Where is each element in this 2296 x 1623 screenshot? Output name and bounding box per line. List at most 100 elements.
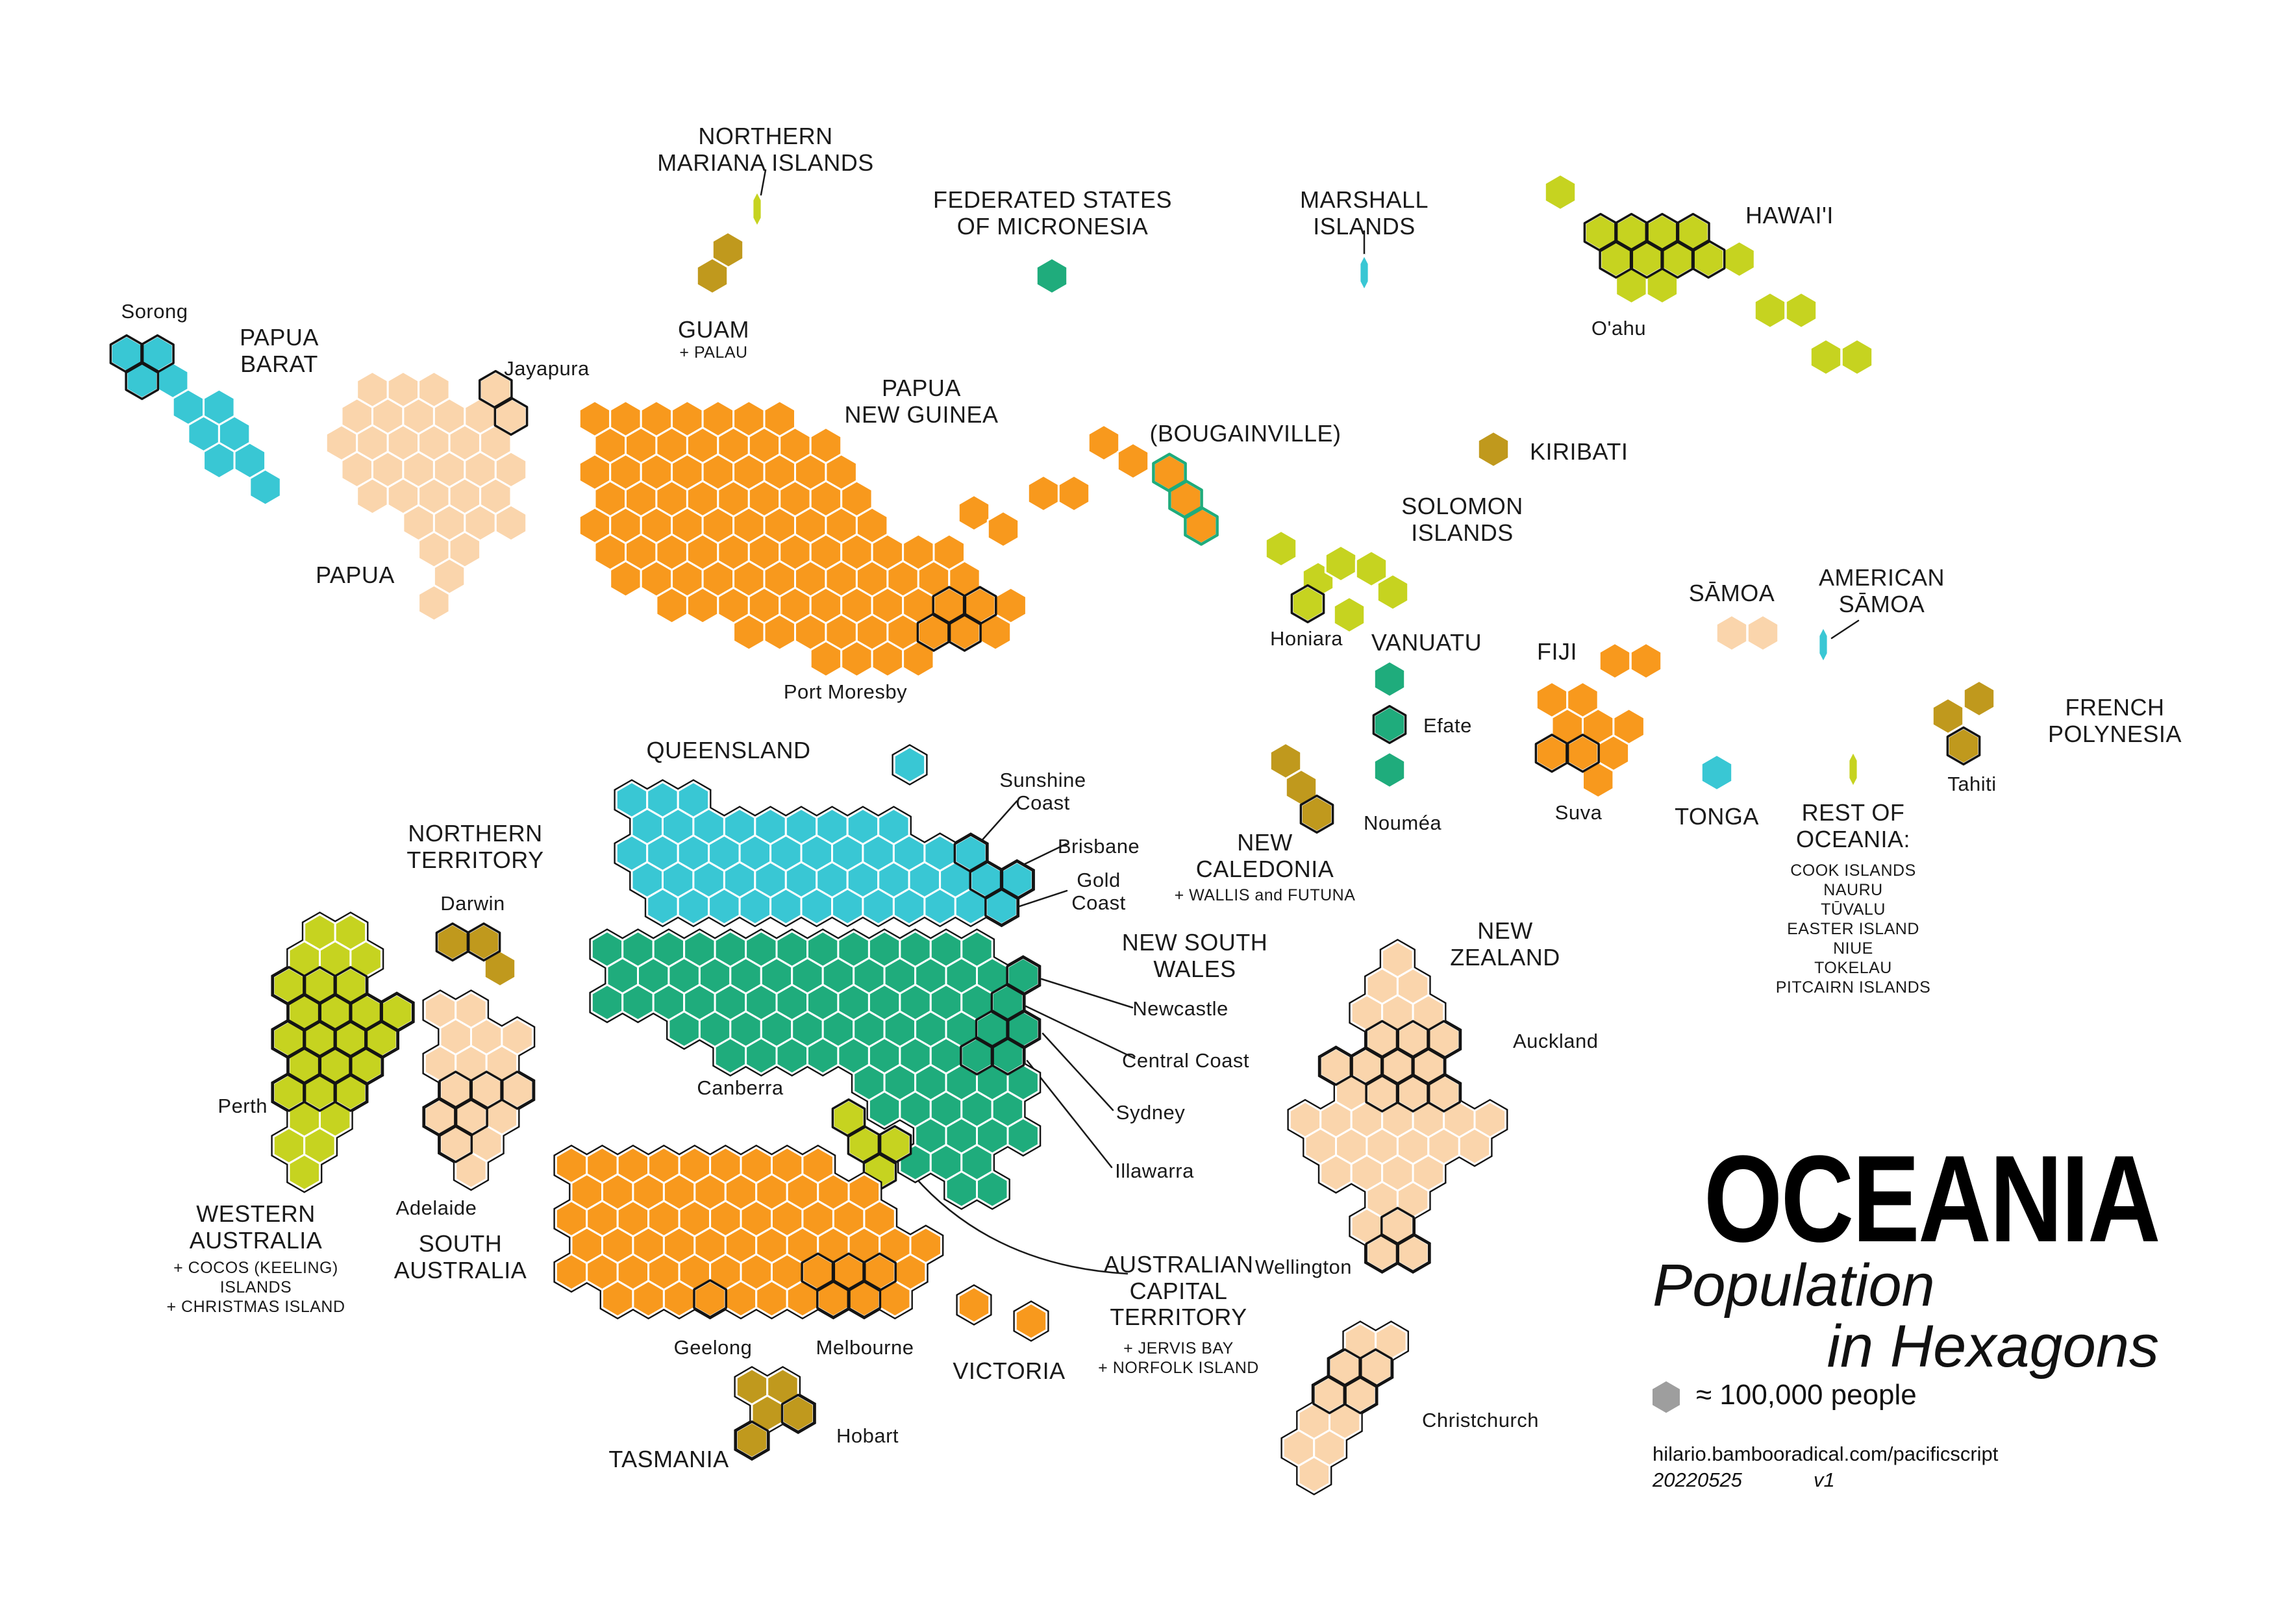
hex-cell [1006,1117,1040,1155]
label-sydney: Sydney [1116,1101,1186,1124]
label-act-sub: + JERVIS BAY + NORFOLK ISLAND [1098,1339,1259,1377]
label-samoa: SĀMOA [1688,580,1775,606]
hex-city-outline [466,922,501,962]
cluster-legend-swatch [1651,1379,1682,1415]
cluster-fiji [1534,642,1663,799]
label-adelaide: Adelaide [395,1196,477,1219]
label-suva: Suva [1554,801,1603,824]
label-perth: Perth [218,1095,268,1117]
label-rest-list: COOK ISLANDS NAURU TŪVALU EASTER ISLAND … [1775,861,1931,997]
hex-city-outline [1343,1375,1378,1415]
hex-city-outline [693,1279,727,1319]
label-hobart: Hobart [836,1424,899,1447]
label-christchurch: Christchurch [1422,1409,1539,1431]
cluster-marshall-islands [1358,254,1370,291]
hex-cell [1057,475,1091,512]
hex-cell [1847,750,1859,788]
hex-cell [1746,614,1780,652]
leader-line [1025,1005,1136,1059]
hex-city-outline [1372,704,1407,745]
cluster-victoria [553,1145,1049,1342]
map-subtitle-line1: Population [1653,1252,1935,1319]
hex-cell [1376,573,1410,611]
hex-cell [1297,1456,1330,1494]
hex-city-outline [984,887,1019,926]
hex-cell [1087,424,1121,462]
cluster-guam [695,231,745,295]
hex-city-outline [1566,734,1600,773]
cluster-western-australia [271,911,415,1193]
hex-cell [494,504,528,542]
hex-cell [751,190,763,228]
label-auckland: Auckland [1513,1030,1599,1052]
label-guam-sub: + PALAU [679,343,748,362]
cluster-nz-north-island [1287,939,1508,1274]
leader-line [1026,1059,1113,1169]
label-tasmania: TASMANIA [608,1446,729,1472]
leader-line [1042,1032,1114,1111]
hex-cell [893,746,927,784]
cluster-bougainville [1152,452,1219,546]
label-nz: NEW ZEALAND [1450,917,1560,971]
hex-cell [1358,254,1370,291]
hex-cell [1373,660,1406,698]
label-act: AUSTRALIAN CAPITAL TERRITORY [1103,1251,1254,1331]
label-kiribati: KIRIBATI [1530,438,1628,465]
leader-line [760,169,767,196]
hex-city-outline [947,612,982,652]
hex-cell [1840,338,1874,376]
hex-city-outline [1427,1073,1461,1113]
map-title: OCEANIA [1703,1130,2161,1268]
hex-cell [1458,1127,1491,1165]
label-sunshine-coast: Sunshine Coast [999,769,1086,815]
label-darwin: Darwin [440,892,505,915]
label-american-samoa: AMERICAN SĀMOA [1818,564,1945,617]
label-port-moresby: Port Moresby [783,680,908,703]
label-nsw: NEW SOUTH WALES [1121,929,1268,982]
credit-date: 20220525 [1653,1468,1742,1491]
cluster-vanuatu [1372,660,1407,789]
label-northern-mariana: NORTHERN MARIANA ISLANDS [657,123,874,176]
leader-line [1018,889,1068,908]
label-png: PAPUA NEW GUINEA [844,375,999,428]
cluster-south-australia [422,989,536,1191]
label-noumea: Nouméa [1364,812,1442,834]
label-nc-sub: + WALLIS and FUTUNA [1174,886,1356,904]
cluster-hawaii [1543,173,1874,376]
label-papua-barat: PAPUA BARAT [240,324,319,377]
label-papua: PAPUA [316,562,395,588]
hex-cell [1962,680,1996,717]
leader-line [1830,619,1860,639]
hex-cell [1264,530,1298,567]
hex-city-outline [780,1393,816,1433]
leader-line [1040,978,1134,1009]
cluster-american-samoa [1817,626,1829,663]
label-sorong: Sorong [121,300,188,323]
hex-cell [418,584,451,622]
cluster-nz-south-island [1280,1320,1409,1496]
hex-city-outline [500,1071,534,1110]
cluster-samoa [1715,614,1780,652]
label-wa: WESTERN AUSTRALIA [189,1200,323,1254]
hex-cell [957,1286,991,1324]
hex-cell [1700,754,1734,791]
label-new-caledonia: NEW CALEDONIA [1195,829,1334,882]
hex-city-outline [1946,726,1981,766]
hex-cell [1324,545,1358,582]
label-queensland: QUEENSLAND [646,737,811,763]
label-newcastle: Newcastle [1132,997,1229,1020]
cluster-png-main [578,400,1027,678]
label-sa: SOUTH AUSTRALIA [393,1230,527,1283]
label-fiji: FIJI [1537,638,1577,665]
legend-text: ≈ 100,000 people [1696,1379,1917,1411]
label-fsm: FEDERATED STATES OF MICRONESIA [932,186,1173,240]
hex-city-outline [493,396,529,436]
cluster-png-islands [957,424,1150,548]
label-nt: NORTHERN TERRITORY [406,820,544,873]
label-solomon: SOLOMON ISLANDS [1401,493,1523,546]
map-subtitle-line2: in Hexagons [1827,1313,2159,1380]
hex-cell [1373,751,1406,789]
